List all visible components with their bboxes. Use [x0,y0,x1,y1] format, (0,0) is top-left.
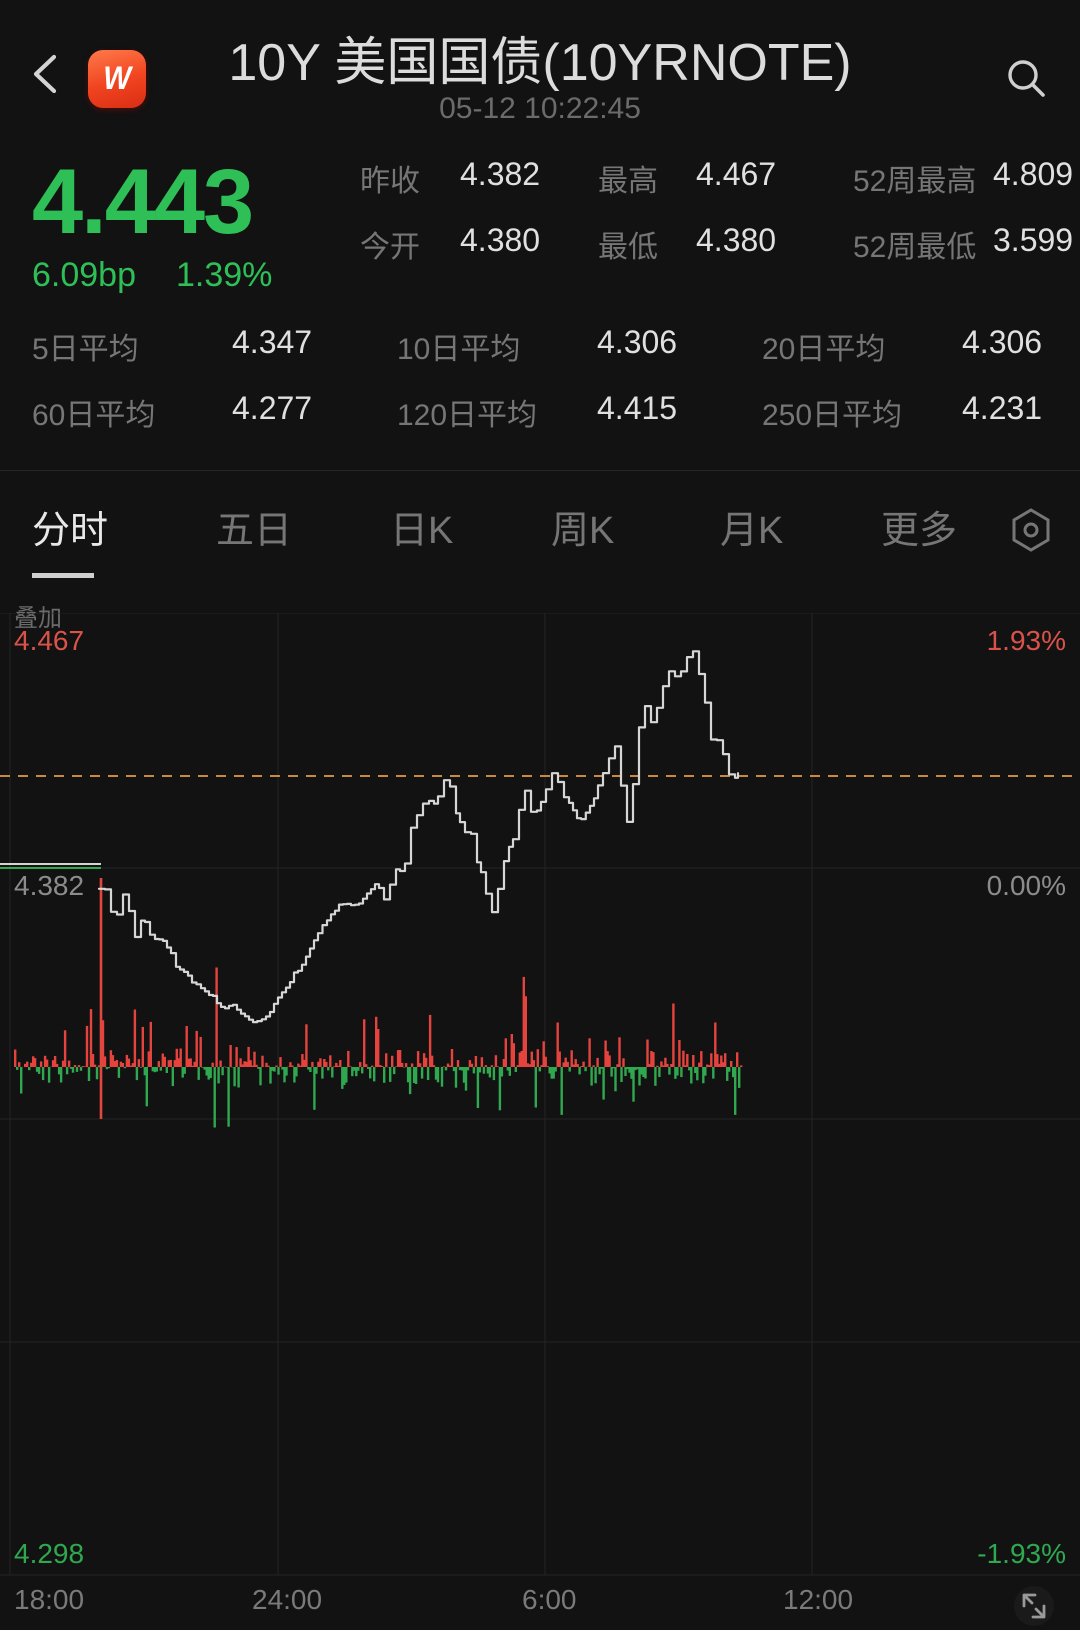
svg-text:4.467: 4.467 [14,625,84,656]
svg-text:1.93%: 1.93% [987,625,1066,656]
svg-text:0.00%: 0.00% [987,870,1066,901]
svg-text:4.382: 4.382 [14,870,84,901]
svg-text:-1.93%: -1.93% [977,1538,1066,1569]
svg-text:4.298: 4.298 [14,1538,84,1569]
